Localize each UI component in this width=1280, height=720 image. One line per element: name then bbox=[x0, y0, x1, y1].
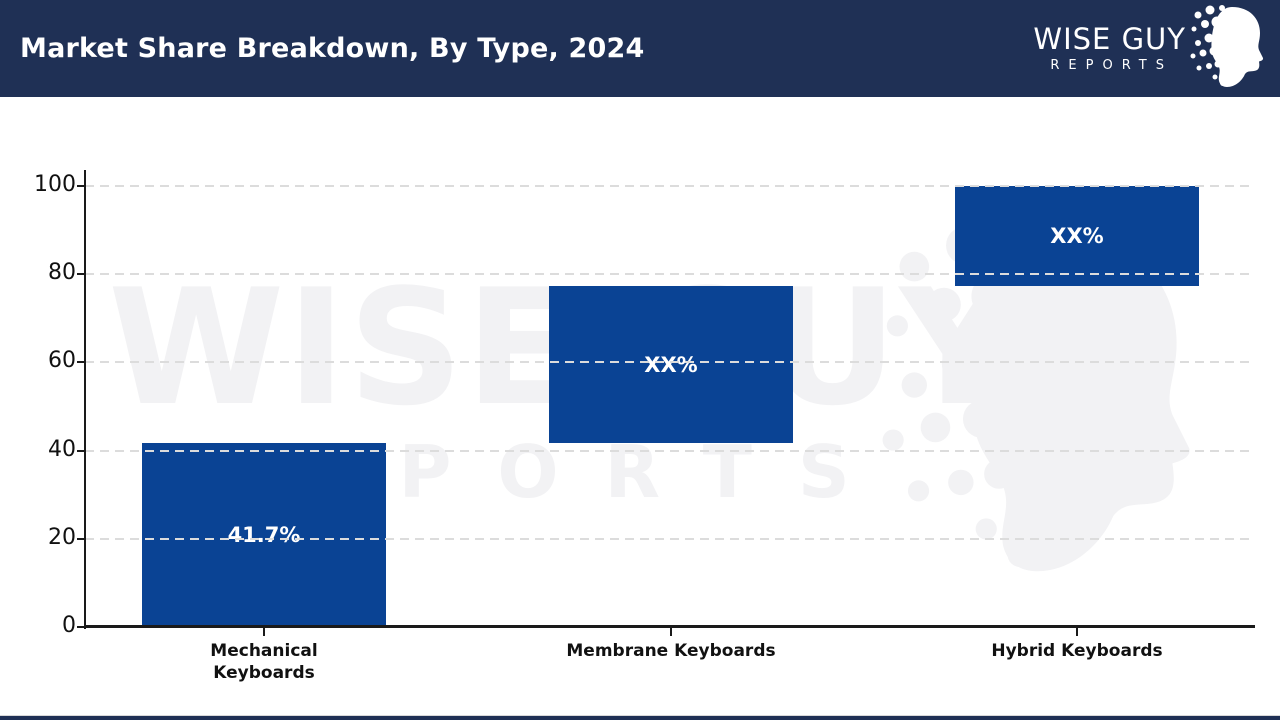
brand-logo-text: WISE GUY REPORTS bbox=[1033, 22, 1186, 73]
gridline-y40 bbox=[85, 449, 1255, 452]
y-tick-mark-60 bbox=[77, 361, 85, 364]
y-tick-label-20: 20 bbox=[48, 524, 76, 550]
x-tick-mark-membrane-keyboards bbox=[670, 628, 672, 636]
x-tick-label-hybrid-keyboards: Hybrid Keyboards bbox=[991, 641, 1163, 661]
footer-hairline bbox=[0, 715, 1280, 716]
bar-value-label-hybrid-keyboards: XX% bbox=[1050, 224, 1104, 249]
y-tick-label-40: 40 bbox=[48, 436, 76, 462]
bar-value-label-membrane-keyboards: XX% bbox=[644, 352, 698, 377]
bar-membrane-keyboards: XX% bbox=[549, 286, 793, 444]
brand-name: WISE GUY bbox=[1033, 22, 1186, 56]
x-tick-mark-mechanical-keyboards bbox=[263, 628, 265, 636]
brand-head-icon bbox=[1188, 3, 1266, 95]
y-tick-mark-100 bbox=[77, 185, 85, 187]
gridline-y60 bbox=[85, 361, 1255, 364]
y-tick-mark-20 bbox=[77, 537, 85, 540]
brand-logo: WISE GUY REPORTS bbox=[1033, 3, 1266, 95]
bar-hybrid-keyboards: XX% bbox=[955, 186, 1199, 287]
gridline-y100 bbox=[85, 185, 1255, 187]
y-tick-label-100: 100 bbox=[34, 172, 76, 197]
brand-subtitle: REPORTS bbox=[1050, 58, 1173, 73]
y-tick-mark-0 bbox=[77, 626, 85, 628]
x-tick-label-mechanical-keyboards: Mechanical Keyboards bbox=[210, 641, 318, 684]
y-axis-spine bbox=[84, 170, 86, 629]
y-tick-label-0: 0 bbox=[62, 613, 76, 638]
x-axis-line bbox=[85, 625, 1255, 628]
footer-bar bbox=[0, 716, 1280, 720]
y-tick-label-60: 60 bbox=[48, 348, 76, 374]
x-tick-mark-hybrid-keyboards bbox=[1076, 628, 1078, 636]
y-tick-mark-40 bbox=[77, 449, 85, 452]
gridline-y20 bbox=[85, 537, 1255, 540]
chart-title: Market Share Breakdown, By Type, 2024 bbox=[20, 33, 645, 64]
gridline-y80 bbox=[85, 273, 1255, 276]
y-tick-mark-80 bbox=[77, 273, 85, 276]
y-tick-label-80: 80 bbox=[48, 260, 76, 286]
x-tick-label-membrane-keyboards: Membrane Keyboards bbox=[566, 641, 776, 661]
bar-mechanical-keyboards: 41.7% bbox=[142, 443, 386, 627]
bar-value-label-mechanical-keyboards: 41.7% bbox=[227, 523, 301, 548]
header-band: Market Share Breakdown, By Type, 2024 WI… bbox=[0, 0, 1280, 97]
